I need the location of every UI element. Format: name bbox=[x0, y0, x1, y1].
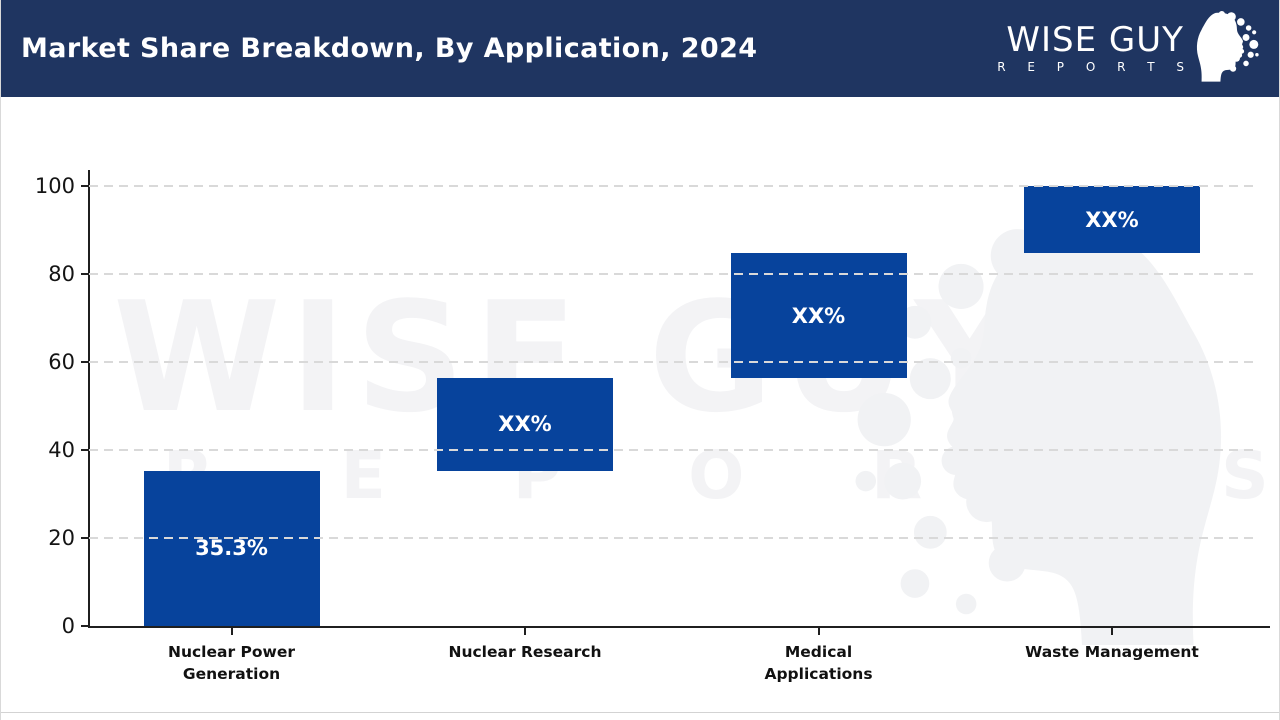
wise-guy-logo: WISE GUY R E P O R T S bbox=[997, 10, 1259, 88]
bar-value-label: XX% bbox=[1085, 207, 1139, 232]
chart-area: WISE GUY R E P O R T S bbox=[1, 97, 1279, 712]
bar-value-label: XX% bbox=[791, 303, 846, 328]
header-bar: Market Share Breakdown, By Application, … bbox=[1, 0, 1279, 97]
y-tick-label: 80 bbox=[48, 262, 75, 286]
bar-value-label: 35.3% bbox=[195, 536, 268, 561]
bar-value-label: XX% bbox=[498, 412, 552, 437]
bar-waste-management bbox=[1024, 186, 1200, 254]
x-tick-mark bbox=[817, 628, 820, 635]
x-tick-mark bbox=[1111, 628, 1113, 635]
logo-subtitle: R E P O R T S bbox=[997, 60, 1193, 74]
y-tick-label: 0 bbox=[61, 614, 75, 638]
y-tick-mark bbox=[81, 449, 88, 451]
bar-nuclear-research bbox=[437, 377, 613, 471]
bar-nuclear-power-generation bbox=[143, 470, 320, 626]
x-tick-mark bbox=[524, 628, 526, 635]
logo-wordmark: WISE GUY bbox=[1006, 20, 1184, 60]
watermark-head-icon bbox=[853, 221, 1233, 649]
y-tick-mark bbox=[81, 537, 88, 539]
category-label-waste-management: Waste Management bbox=[1025, 643, 1199, 661]
y-tick-mark bbox=[81, 625, 88, 627]
y-tick-mark bbox=[81, 185, 88, 187]
logo-text: WISE GUY R E P O R T S bbox=[997, 23, 1193, 74]
bottom-divider bbox=[1, 712, 1279, 713]
y-axis-line bbox=[88, 170, 90, 628]
x-tick-mark bbox=[230, 628, 233, 635]
y-tick-label: 60 bbox=[48, 350, 75, 374]
logo-head-icon bbox=[1195, 10, 1259, 88]
category-label-nuclear-power-generation: Nuclear Power Generation bbox=[167, 643, 295, 683]
category-label-medical-applications: Medical Applications bbox=[764, 643, 873, 683]
y-tick-mark bbox=[81, 273, 88, 275]
y-tick-mark bbox=[81, 361, 88, 363]
page-title: Market Share Breakdown, By Application, … bbox=[21, 33, 758, 64]
x-axis-line bbox=[88, 626, 1270, 628]
y-tick-label: 40 bbox=[48, 438, 75, 462]
category-label-nuclear-research: Nuclear Research bbox=[448, 643, 602, 661]
y-tick-label: 20 bbox=[48, 526, 75, 550]
y-tick-label: 100 bbox=[34, 174, 75, 198]
